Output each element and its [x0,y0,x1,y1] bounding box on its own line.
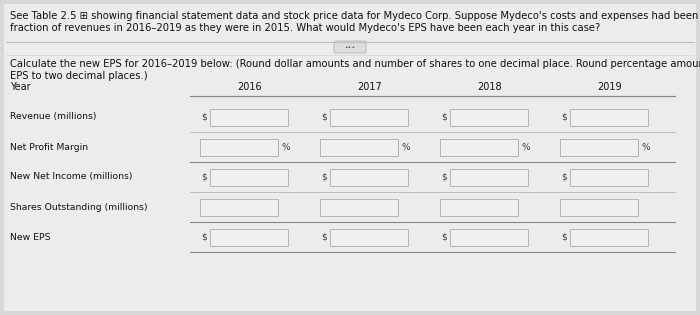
Text: Year: Year [10,82,31,92]
Text: %: % [641,142,650,152]
Text: See Table 2.5 ⊞ showing financial statement data and stock price data for Mydeco: See Table 2.5 ⊞ showing financial statem… [10,11,700,21]
Text: %: % [521,142,530,152]
Bar [440,198,518,215]
Bar [330,108,408,125]
Bar [570,228,648,245]
Bar [210,169,288,186]
Text: Net Profit Margin: Net Profit Margin [10,142,88,152]
Bar [570,108,648,125]
Bar [450,169,528,186]
Text: $: $ [441,232,447,242]
Text: $: $ [202,112,207,122]
Text: 2018: 2018 [477,82,503,92]
Text: New Net Income (millions): New Net Income (millions) [10,173,132,181]
Bar [200,139,278,156]
Bar [440,139,518,156]
Text: Shares Outstanding (millions): Shares Outstanding (millions) [10,203,148,211]
Bar [570,169,648,186]
Text: $: $ [321,173,327,181]
Bar [320,198,398,215]
Text: fraction of revenues in 2016–2019 as they were in 2015. What would Mydeco's EPS : fraction of revenues in 2016–2019 as the… [10,23,601,33]
Text: Calculate the new EPS for 2016–2019 below: (Round dollar amounts and number of s: Calculate the new EPS for 2016–2019 belo… [10,59,700,69]
FancyBboxPatch shape [334,41,366,53]
Text: %: % [281,142,290,152]
Bar [210,228,288,245]
Text: 2016: 2016 [238,82,262,92]
Text: %: % [401,142,410,152]
Bar [330,228,408,245]
Bar [330,169,408,186]
Text: $: $ [441,173,447,181]
Text: 2017: 2017 [358,82,382,92]
Text: New EPS: New EPS [10,232,50,242]
Bar [450,108,528,125]
Text: $: $ [561,112,567,122]
Text: •••: ••• [344,44,356,49]
Text: $: $ [321,232,327,242]
Text: $: $ [561,232,567,242]
Bar [200,198,278,215]
Text: $: $ [202,173,207,181]
Bar [320,139,398,156]
Text: $: $ [321,112,327,122]
Bar [450,228,528,245]
Text: 2019: 2019 [598,82,622,92]
Bar [560,139,638,156]
Bar [210,108,288,125]
Text: $: $ [561,173,567,181]
Text: $: $ [441,112,447,122]
Text: $: $ [202,232,207,242]
Text: Revenue (millions): Revenue (millions) [10,112,97,122]
Text: EPS to two decimal places.): EPS to two decimal places.) [10,71,148,81]
Bar [560,198,638,215]
